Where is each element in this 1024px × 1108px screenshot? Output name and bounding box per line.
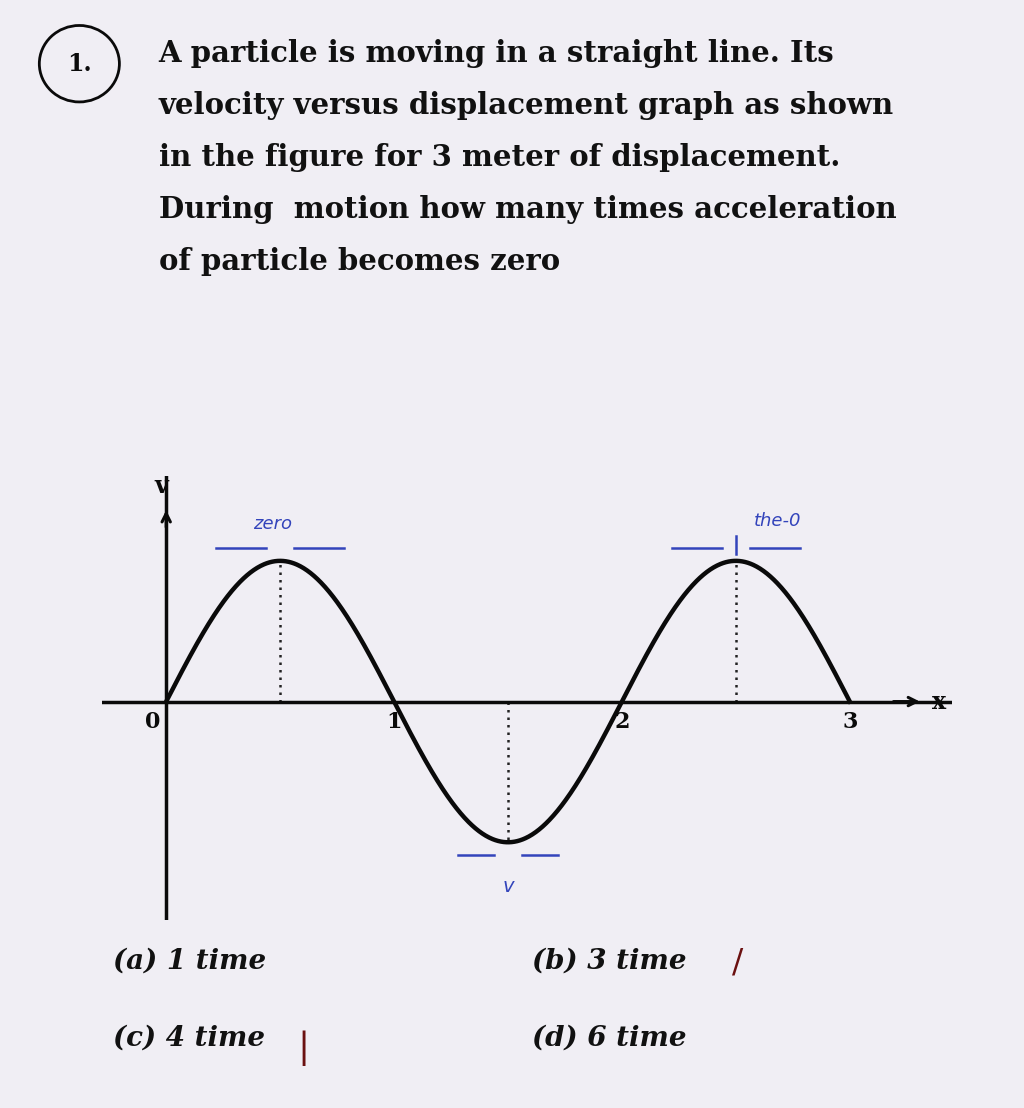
Text: /: / <box>732 947 743 979</box>
Text: in the figure for 3 meter of displacement.: in the figure for 3 meter of displacemen… <box>159 143 840 172</box>
Text: zero: zero <box>253 515 292 533</box>
Text: (b) 3 time: (b) 3 time <box>532 947 687 974</box>
Text: of particle becomes zero: of particle becomes zero <box>159 247 560 276</box>
Text: (a) 1 time: (a) 1 time <box>113 947 266 974</box>
Text: 1.: 1. <box>67 52 92 75</box>
Text: 2: 2 <box>614 711 630 733</box>
Text: x: x <box>932 689 946 714</box>
Text: A particle is moving in a straight line. Its: A particle is moving in a straight line.… <box>159 39 835 68</box>
Text: the-0: the-0 <box>754 512 802 530</box>
Text: v: v <box>155 473 169 497</box>
Text: During  motion how many times acceleration: During motion how many times acceleratio… <box>159 195 896 224</box>
Text: v: v <box>502 878 514 896</box>
Text: (c) 4 time: (c) 4 time <box>113 1025 264 1051</box>
Text: 1: 1 <box>386 711 401 733</box>
Text: velocity versus displacement graph as shown: velocity versus displacement graph as sh… <box>159 91 894 120</box>
Text: 0: 0 <box>144 711 160 733</box>
Text: (d) 6 time: (d) 6 time <box>532 1025 687 1051</box>
Text: 3: 3 <box>842 711 857 733</box>
Text: |: | <box>297 1030 309 1066</box>
